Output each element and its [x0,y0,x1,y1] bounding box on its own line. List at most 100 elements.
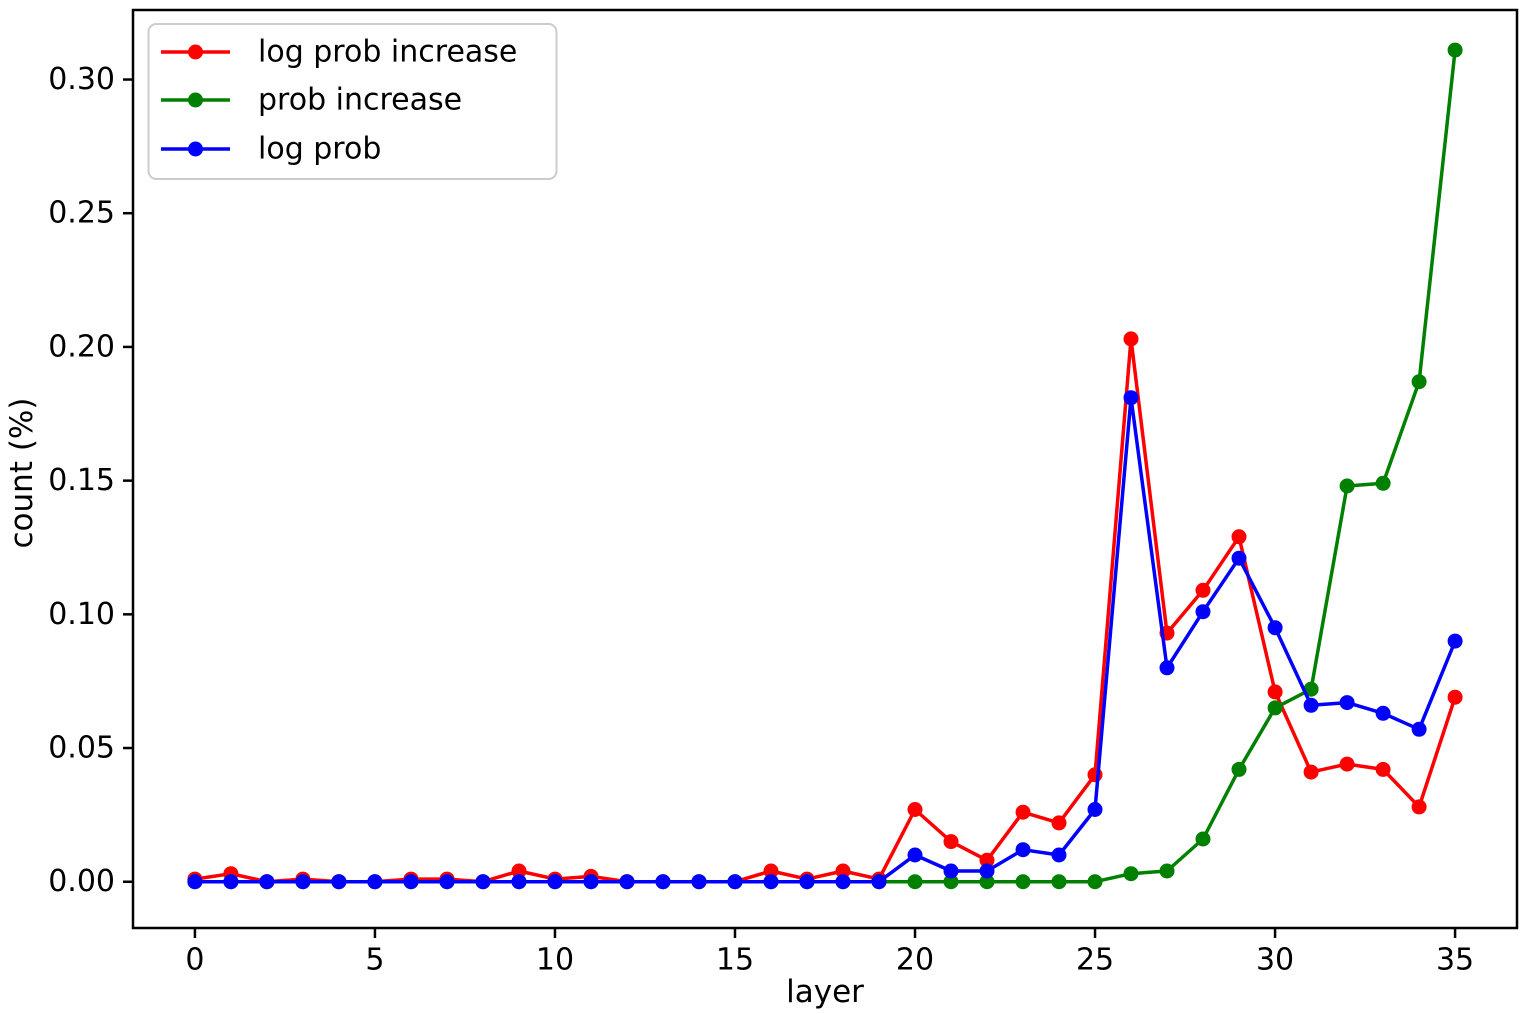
data-point-prob-increase [1087,874,1103,890]
data-point-log-prob [259,874,275,890]
data-point-log-prob-increase [1015,804,1031,820]
data-point-log-prob-increase [1447,689,1463,705]
series-log-prob [187,390,1463,890]
data-point-log-prob [1123,390,1139,406]
data-point-log-prob [655,874,671,890]
x-tick-label: 5 [365,943,384,978]
data-point-log-prob-increase [1195,582,1211,598]
x-axis-label: layer [786,974,864,1010]
legend-marker-icon [188,92,203,108]
plot-series [187,42,1463,890]
data-point-prob-increase [907,874,923,890]
data-point-log-prob [1375,705,1391,721]
data-point-log-prob [1339,695,1355,711]
data-point-log-prob [1015,842,1031,858]
data-point-log-prob-increase [835,863,851,879]
data-point-log-prob [187,874,203,890]
y-axis: 0.00 0.05 0.10 0.15 0.20 0.25 0.30 [48,62,133,899]
data-point-log-prob [871,874,887,890]
legend-item-log-prob-increase: log prob increase [161,35,517,70]
legend-box [147,23,558,180]
data-point-log-prob [223,874,239,890]
data-point-log-prob-increase [907,802,923,817]
data-point-log-prob [331,874,347,890]
data-point-log-prob [1051,847,1067,863]
data-point-log-prob [547,874,563,890]
data-point-log-prob [835,874,851,890]
data-point-log-prob [1159,660,1175,676]
y-tick-label: 0.30 [48,62,115,97]
data-point-log-prob-increase [1411,799,1427,815]
data-point-log-prob [691,874,707,890]
data-point-log-prob-increase [1051,815,1067,831]
x-tick-label: 15 [716,943,754,978]
data-point-prob-increase [1267,700,1283,716]
x-tick-label: 20 [896,943,934,978]
data-point-log-prob [475,874,491,890]
data-point-prob-increase [1123,866,1139,882]
data-point-prob-increase [943,874,959,890]
data-point-prob-increase [1015,874,1031,890]
y-tick-label: 0.10 [48,597,115,632]
data-point-log-prob [1447,633,1463,649]
legend-label: log prob [258,132,381,167]
data-point-log-prob [943,863,959,879]
legend-item-log-prob: log prob [161,132,381,167]
data-point-log-prob-increase [1375,761,1391,777]
data-point-prob-increase [1051,874,1067,890]
data-point-log-prob [583,874,599,890]
data-point-log-prob-increase [1231,529,1247,545]
data-point-log-prob [511,874,527,890]
data-point-log-prob [1303,697,1319,713]
x-tick-label: 35 [1436,943,1474,978]
data-point-log-prob-increase [1087,767,1103,783]
data-point-prob-increase [1303,681,1319,697]
legend-item-prob-increase: prob increase [161,83,462,118]
data-point-log-prob [1411,721,1427,737]
data-point-prob-increase [1411,374,1427,390]
data-point-log-prob [619,874,635,890]
data-point-log-prob-increase [943,834,959,850]
data-point-prob-increase [1195,831,1211,847]
legend: log prob increase prob increase log prob [147,23,558,180]
data-point-log-prob [799,874,815,890]
data-point-prob-increase [1231,761,1247,777]
data-point-log-prob [403,874,419,890]
data-point-log-prob [295,874,311,890]
data-point-log-prob [727,874,743,890]
y-tick-label: 0.05 [48,731,115,766]
data-point-log-prob [763,874,779,890]
data-point-prob-increase [1159,863,1175,879]
data-point-log-prob-increase [1123,331,1139,347]
data-point-log-prob [907,847,923,863]
data-point-prob-increase [1339,478,1355,494]
y-tick-label: 0.00 [48,864,115,899]
data-point-log-prob-increase [1339,756,1355,772]
data-point-log-prob-increase [763,863,779,879]
data-point-log-prob-increase [1267,684,1283,700]
y-tick-label: 0.25 [48,196,115,231]
data-point-log-prob-increase [1303,764,1319,780]
data-point-log-prob [979,863,995,879]
x-axis: 0 5 10 15 20 25 30 35 [185,928,1474,978]
data-point-log-prob [1267,620,1283,636]
legend-marker-icon [188,44,203,60]
legend-marker-icon [188,141,203,157]
y-axis-label: count (%) [4,398,40,549]
x-tick-label: 30 [1256,943,1294,978]
plot-border [131,8,1519,930]
legend-label: log prob increase [258,35,517,70]
x-tick-label: 0 [185,943,204,978]
y-tick-label: 0.20 [48,329,115,364]
data-point-log-prob-increase [511,863,527,879]
y-tick-label: 0.15 [48,463,115,498]
data-point-log-prob [1195,604,1211,620]
data-point-log-prob-increase [979,852,995,868]
data-point-prob-increase [1375,475,1391,491]
data-point-prob-increase [1447,42,1463,58]
data-point-log-prob [1231,550,1247,566]
legend-label: prob increase [258,83,462,118]
data-point-log-prob [367,874,383,890]
